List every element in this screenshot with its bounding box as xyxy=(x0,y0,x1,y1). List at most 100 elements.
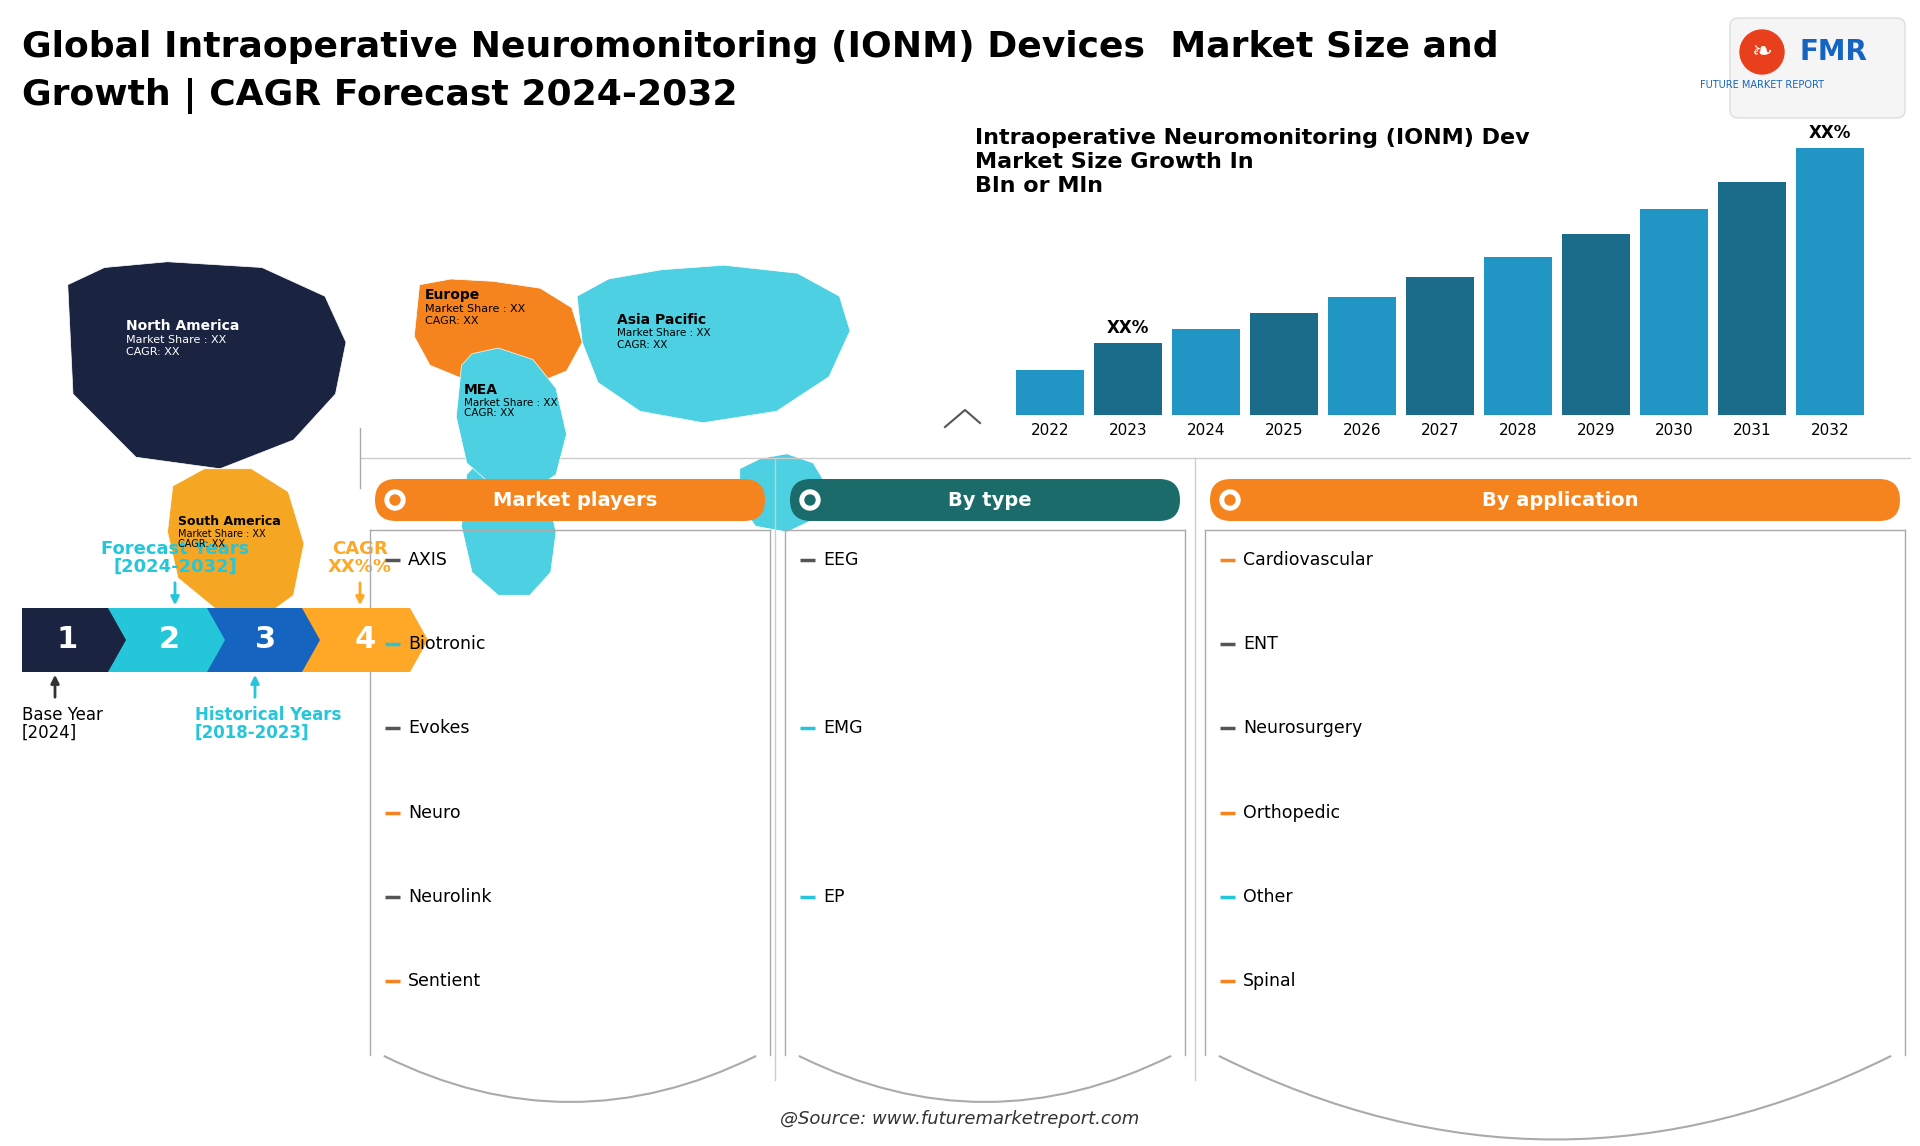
Polygon shape xyxy=(21,609,131,672)
Text: South America: South America xyxy=(179,515,280,528)
Text: CAGR: CAGR xyxy=(332,540,388,558)
Text: Cardiovascular: Cardiovascular xyxy=(1242,551,1373,570)
Text: MEA: MEA xyxy=(463,383,497,397)
Circle shape xyxy=(386,490,405,510)
Polygon shape xyxy=(108,609,230,672)
Circle shape xyxy=(1740,30,1784,74)
Text: North America: North America xyxy=(125,320,238,333)
Text: 2031: 2031 xyxy=(1732,423,1772,438)
Text: AXIS: AXIS xyxy=(407,551,447,570)
FancyBboxPatch shape xyxy=(374,479,764,521)
Text: @Source: www.futuremarketreport.com: @Source: www.futuremarketreport.com xyxy=(780,1110,1140,1128)
Text: 2026: 2026 xyxy=(1342,423,1380,438)
Bar xyxy=(1016,370,1085,415)
Text: Market players: Market players xyxy=(493,490,657,510)
FancyBboxPatch shape xyxy=(789,479,1181,521)
Text: Historical Years: Historical Years xyxy=(196,706,342,724)
Circle shape xyxy=(1219,490,1240,510)
Circle shape xyxy=(390,495,399,505)
FancyBboxPatch shape xyxy=(1210,479,1901,521)
Text: Spinal: Spinal xyxy=(1242,972,1296,990)
Bar xyxy=(1718,182,1786,415)
Text: 2024: 2024 xyxy=(1187,423,1225,438)
Bar xyxy=(1250,313,1317,415)
Text: By type: By type xyxy=(948,490,1031,510)
Polygon shape xyxy=(739,454,828,532)
Text: CAGR: XX: CAGR: XX xyxy=(179,539,225,549)
Text: Forecast Years: Forecast Years xyxy=(102,540,250,558)
Text: 4: 4 xyxy=(355,626,376,654)
Text: Europe: Europe xyxy=(424,288,480,303)
Text: EP: EP xyxy=(824,888,845,905)
Text: 2030: 2030 xyxy=(1655,423,1693,438)
Circle shape xyxy=(801,490,820,510)
Bar xyxy=(1563,234,1630,415)
Circle shape xyxy=(804,495,814,505)
Bar xyxy=(1484,257,1551,415)
Text: [2024]: [2024] xyxy=(21,724,77,741)
Bar xyxy=(1405,277,1475,415)
Text: ENT: ENT xyxy=(1242,635,1279,653)
Text: Neuro: Neuro xyxy=(407,803,461,822)
Polygon shape xyxy=(67,261,346,469)
Text: Asia Pacific: Asia Pacific xyxy=(616,314,707,328)
Bar xyxy=(1094,343,1162,415)
Text: XX%%: XX%% xyxy=(328,558,392,576)
Text: Other: Other xyxy=(1242,888,1292,905)
Polygon shape xyxy=(578,265,851,423)
Text: Market Share : XX: Market Share : XX xyxy=(616,329,710,338)
Polygon shape xyxy=(457,348,566,492)
Circle shape xyxy=(1225,495,1235,505)
Text: 2029: 2029 xyxy=(1576,423,1615,438)
Bar xyxy=(1795,148,1864,415)
Text: EEG: EEG xyxy=(824,551,858,570)
Text: 2028: 2028 xyxy=(1500,423,1538,438)
Text: Bln or Mln: Bln or Mln xyxy=(975,176,1102,196)
Text: EMG: EMG xyxy=(824,720,862,737)
Text: By application: By application xyxy=(1482,490,1638,510)
Text: FUTURE MARKET REPORT: FUTURE MARKET REPORT xyxy=(1699,80,1824,91)
Text: 2: 2 xyxy=(159,626,180,654)
Text: Biotronic: Biotronic xyxy=(407,635,486,653)
Text: FMR: FMR xyxy=(1801,38,1868,66)
Text: Market Share : XX: Market Share : XX xyxy=(125,336,227,345)
Text: ❧: ❧ xyxy=(1751,40,1772,64)
Text: Neurosurgery: Neurosurgery xyxy=(1242,720,1363,737)
Text: 1: 1 xyxy=(56,626,77,654)
Polygon shape xyxy=(301,609,428,672)
Text: CAGR: XX: CAGR: XX xyxy=(424,316,478,327)
Text: Market Share : XX: Market Share : XX xyxy=(424,304,524,314)
Polygon shape xyxy=(167,469,303,618)
Polygon shape xyxy=(415,278,582,388)
FancyBboxPatch shape xyxy=(1730,18,1905,118)
Text: CAGR: XX: CAGR: XX xyxy=(616,339,668,350)
Polygon shape xyxy=(461,461,557,595)
Text: 2023: 2023 xyxy=(1108,423,1148,438)
Text: Neurolink: Neurolink xyxy=(407,888,492,905)
Text: Market Share : XX: Market Share : XX xyxy=(179,528,265,539)
Text: CAGR: XX: CAGR: XX xyxy=(463,408,515,418)
Bar xyxy=(1329,297,1396,415)
Text: Market Share : XX: Market Share : XX xyxy=(463,398,557,408)
Text: Intraoperative Neuromonitoring (IONM) Dev: Intraoperative Neuromonitoring (IONM) De… xyxy=(975,128,1530,148)
Text: 2022: 2022 xyxy=(1031,423,1069,438)
Text: Sentient: Sentient xyxy=(407,972,482,990)
Text: Evokes: Evokes xyxy=(407,720,470,737)
Bar xyxy=(1171,329,1240,415)
Text: [2024-2032]: [2024-2032] xyxy=(113,558,236,576)
Text: Market Size Growth In: Market Size Growth In xyxy=(975,152,1254,172)
Text: 2025: 2025 xyxy=(1265,423,1304,438)
Text: 2027: 2027 xyxy=(1421,423,1459,438)
Text: Global Intraoperative Neuromonitoring (IONM) Devices  Market Size and: Global Intraoperative Neuromonitoring (I… xyxy=(21,30,1500,64)
Text: CAGR: XX: CAGR: XX xyxy=(125,347,179,358)
Text: Orthopedic: Orthopedic xyxy=(1242,803,1340,822)
Polygon shape xyxy=(207,609,324,672)
Text: XX%: XX% xyxy=(1106,319,1150,337)
Text: [2018-2023]: [2018-2023] xyxy=(196,724,309,741)
Text: Base Year: Base Year xyxy=(21,706,104,724)
Text: 3: 3 xyxy=(255,626,276,654)
Text: XX%: XX% xyxy=(1809,124,1851,142)
Text: Growth | CAGR Forecast 2024-2032: Growth | CAGR Forecast 2024-2032 xyxy=(21,78,737,113)
Text: 2032: 2032 xyxy=(1811,423,1849,438)
Bar xyxy=(1640,209,1709,415)
